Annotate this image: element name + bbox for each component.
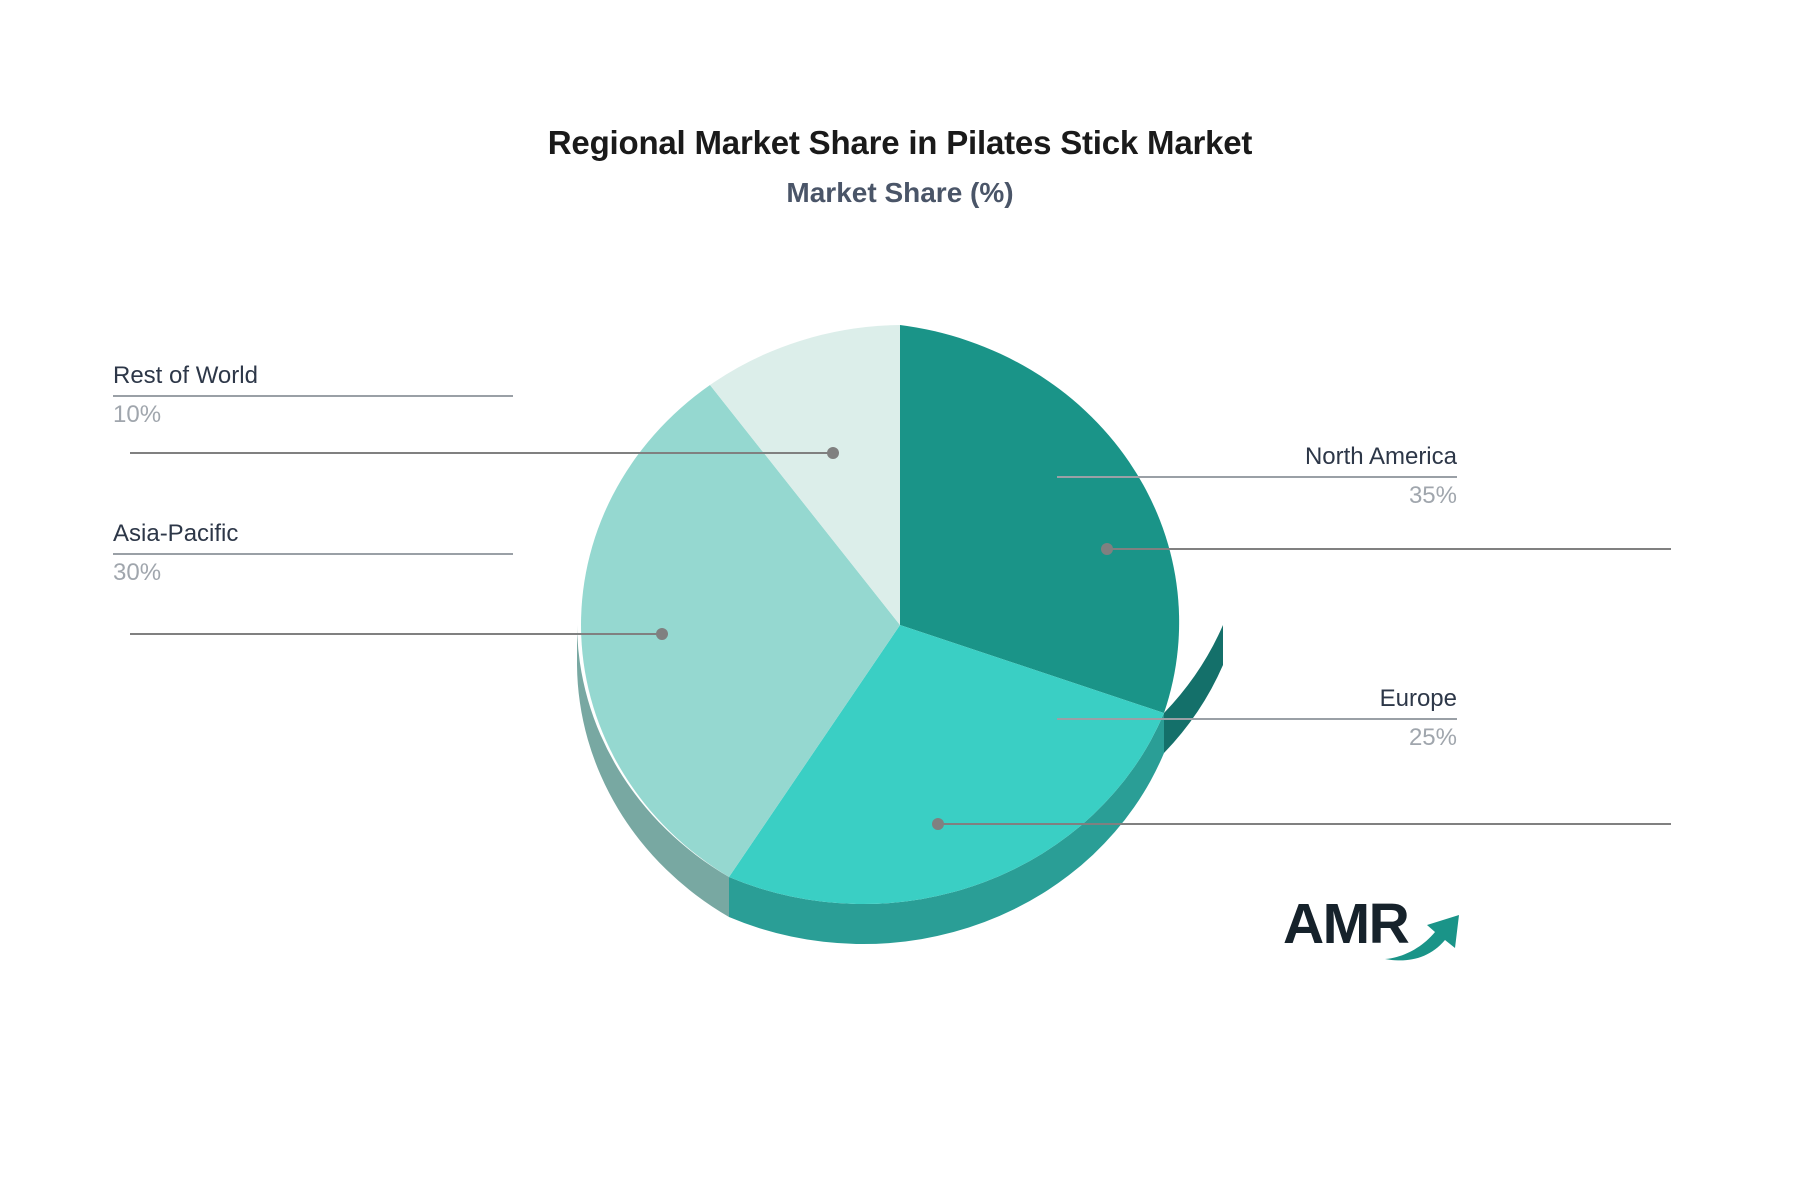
callout-asia-pacific: Asia-Pacific 30% xyxy=(113,520,513,588)
leader-asia-pacific xyxy=(130,628,668,640)
slice-side-north-america xyxy=(1164,625,1223,753)
slice-north-america xyxy=(900,325,1180,713)
slice-rest-of-world xyxy=(710,325,900,625)
amr-logo: AMR xyxy=(1283,893,1468,968)
callout-rest-of-world: Rest of World 10% xyxy=(113,362,513,430)
callout-label-europe: Europe xyxy=(1379,685,1457,712)
callout-rule-rest-of-world xyxy=(113,395,513,398)
amr-logo-text: AMR xyxy=(1283,892,1410,956)
leader-rest-of-world xyxy=(130,447,839,459)
callout-label-rest-of-world: Rest of World xyxy=(113,362,258,389)
callout-label-north-america: North America xyxy=(1304,443,1457,470)
slice-europe xyxy=(729,625,1164,905)
callout-value-north-america: 35% xyxy=(1408,482,1457,510)
callout-rule-asia-pacific xyxy=(113,553,513,556)
leader-north-america xyxy=(1101,543,1671,555)
callout-rule-europe xyxy=(1057,718,1457,721)
leader-europe xyxy=(932,818,1671,830)
callout-value-rest-of-world: 10% xyxy=(113,401,162,429)
callout-europe: Europe 25% xyxy=(1057,685,1457,753)
callout-rule-north-america xyxy=(1057,476,1457,479)
slice-side-europe xyxy=(729,713,1164,945)
slice-side-asia-pacific xyxy=(577,625,729,917)
callout-value-asia-pacific: 30% xyxy=(113,559,162,587)
callout-north-america: North America 35% xyxy=(1057,443,1457,511)
callout-label-asia-pacific: Asia-Pacific xyxy=(113,520,239,547)
slice-asia-pacific xyxy=(581,385,900,877)
callout-value-europe: 25% xyxy=(1408,724,1457,752)
growth-arrow-icon xyxy=(1385,915,1459,961)
